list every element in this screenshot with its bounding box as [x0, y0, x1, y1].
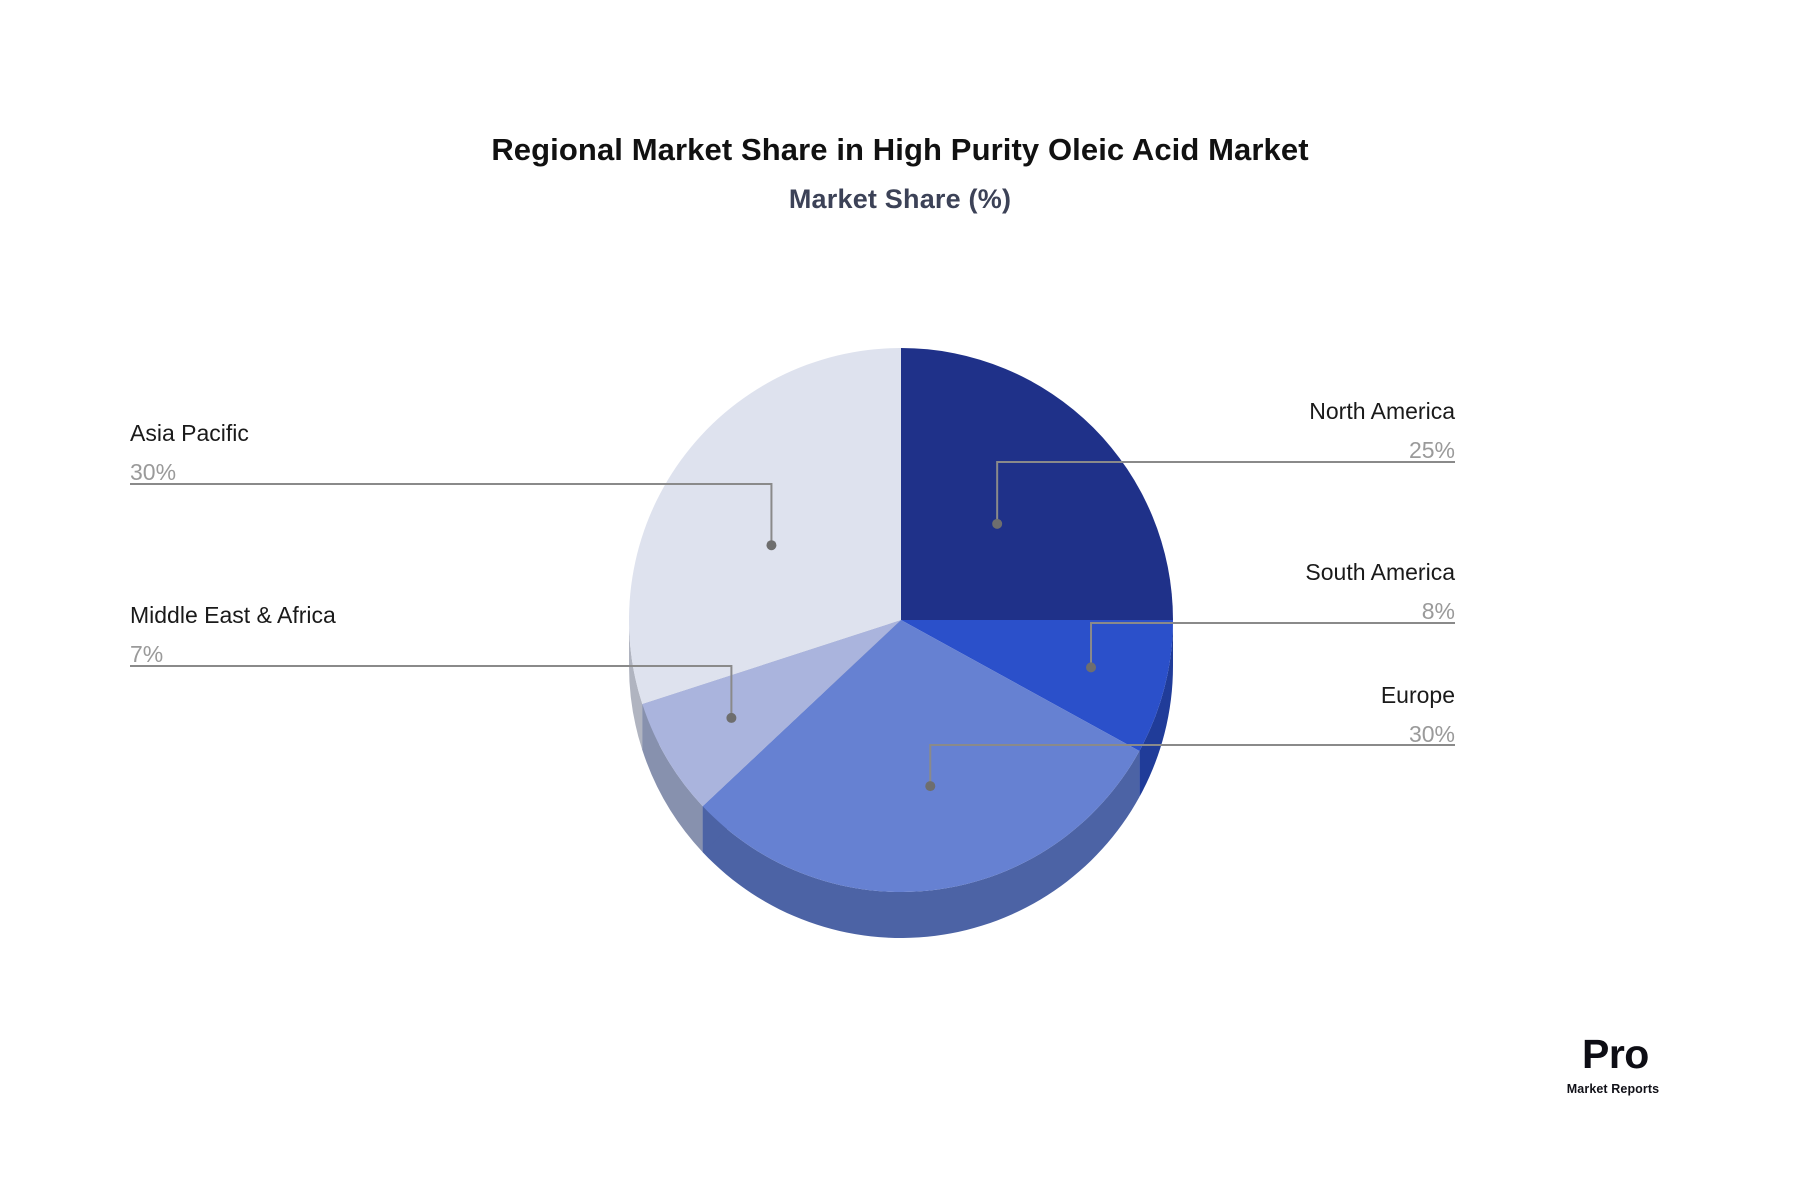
leader-line-4 — [130, 483, 773, 546]
callout-europe: Europe 30% — [1381, 684, 1455, 746]
pie-slice-middle-east-africa[interactable] — [642, 620, 901, 807]
callout-label-middle-east-africa: Middle East & Africa — [130, 602, 336, 628]
leader-dot-3 — [726, 712, 737, 723]
pie-slice-europe[interactable] — [702, 620, 1140, 893]
callout-value-middle-east-africa: 7% — [130, 641, 164, 667]
leader-dot-1 — [1086, 662, 1097, 673]
chart-title: Regional Market Share in High Purity Ole… — [491, 132, 1309, 167]
callout-value-north-america: 25% — [1408, 437, 1455, 463]
callout-label-europe: Europe — [1380, 682, 1455, 708]
callout-label-south-america: South America — [1305, 559, 1455, 585]
callout-south-america: South America 8% — [1305, 561, 1455, 623]
leader-lines-layer — [130, 461, 1455, 792]
leader-line-3 — [130, 665, 733, 718]
chart-subtitle: Market Share (%) — [788, 184, 1012, 214]
leader-line-0 — [996, 461, 1455, 524]
leader-line-1 — [1090, 622, 1455, 668]
leader-dot-0 — [992, 518, 1003, 529]
callout-middle-east-africa: Middle East & Africa 7% — [130, 604, 336, 666]
pie-slice-south-america[interactable] — [901, 620, 1173, 752]
pie-slice-asia-pacific[interactable] — [629, 348, 901, 705]
pie-slice-depth-1 — [1139, 620, 1173, 798]
callout-value-south-america: 8% — [1421, 598, 1455, 624]
callout-asia-pacific: Asia Pacific 30% — [130, 422, 249, 484]
pie-slice-depth-4 — [629, 620, 643, 751]
logo-tagline: Market Reports — [1566, 1082, 1660, 1096]
pie-top-layer — [629, 348, 1173, 893]
callout-value-asia-pacific: 30% — [130, 459, 177, 485]
pie-slice-north-america[interactable] — [901, 348, 1173, 620]
leader-line-2 — [929, 744, 1455, 787]
leader-dot-2 — [925, 781, 936, 792]
callout-label-north-america: North America — [1309, 398, 1455, 424]
logo-wordmark: Pro — [1582, 1031, 1649, 1077]
callout-north-america: North America 25% — [1309, 400, 1455, 462]
leader-dot-4 — [766, 540, 777, 551]
callout-label-asia-pacific: Asia Pacific — [130, 420, 249, 446]
callout-value-europe: 30% — [1408, 721, 1455, 747]
pie-slice-depth-2 — [702, 751, 1140, 938]
pro-market-reports-logo: Pro Market Reports — [1548, 1034, 1678, 1100]
